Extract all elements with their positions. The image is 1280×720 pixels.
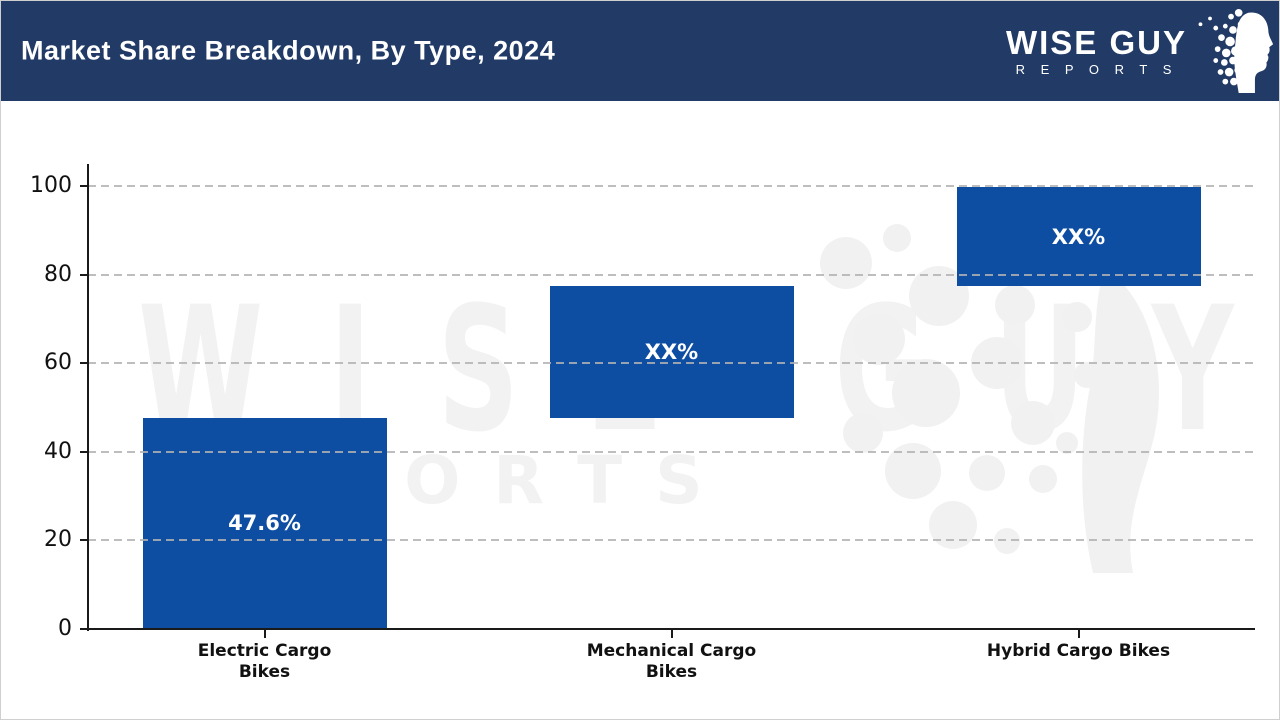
- x-category-label-line: Hybrid Cargo Bikes: [986, 641, 1171, 661]
- wise-guy-logo: WISE GUY R E P O R T S: [1006, 5, 1275, 97]
- bar-value-label: XX%: [644, 340, 699, 364]
- x-category-label-line: Electric Cargo: [197, 641, 332, 661]
- x-tick-mark: [1077, 629, 1080, 638]
- y-tick-label: 60: [44, 350, 72, 376]
- y-tick-mark: [80, 362, 87, 365]
- gridline: [88, 539, 1254, 542]
- logo-reports-label: R E P O R T S: [1015, 62, 1178, 77]
- x-category-label: Hybrid Cargo Bikes: [949, 641, 1209, 662]
- x-category-label-line: Mechanical Cargo: [586, 641, 757, 661]
- gridline: [88, 185, 1254, 188]
- logo-brand-name: WISE GUY: [1005, 24, 1187, 61]
- face-profile-icon: [1198, 8, 1274, 94]
- bar-segment: 47.6%: [142, 417, 387, 629]
- bar-segment: XX%: [956, 187, 1201, 287]
- x-category-label: Mechanical Cargo Bikes: [542, 641, 802, 683]
- y-axis-line: [87, 164, 89, 631]
- logo-wordmark: WISE GUY R E P O R T S: [1006, 26, 1187, 76]
- x-tick-mark: [263, 629, 266, 638]
- header-bar: Market Share Breakdown, By Type, 2024 WI…: [1, 1, 1279, 101]
- bar-value-label: 47.6%: [228, 511, 301, 536]
- gridline: [88, 450, 1254, 453]
- y-tick-label: 20: [44, 527, 72, 553]
- y-tick-mark: [80, 627, 87, 630]
- x-category-label-line: Bikes: [645, 662, 698, 682]
- y-tick-label: 100: [30, 173, 72, 199]
- y-tick-mark: [80, 185, 87, 188]
- gridline: [88, 273, 1254, 276]
- page-title: Market Share Breakdown, By Type, 2024: [21, 35, 556, 66]
- bar-value-label: XX%: [1051, 224, 1106, 249]
- y-tick-mark: [80, 273, 87, 276]
- x-category-label: Electric Cargo Bikes: [135, 641, 395, 683]
- x-tick-mark: [670, 629, 673, 638]
- y-tick-mark: [80, 539, 87, 542]
- y-tick-label: 40: [44, 438, 72, 464]
- y-tick-mark: [80, 450, 87, 453]
- x-axis-line: [87, 627, 1255, 630]
- gridline: [88, 362, 1254, 365]
- bar-segment: XX%: [549, 286, 794, 418]
- y-tick-label: 80: [44, 261, 72, 287]
- x-category-label-line: Bikes: [238, 662, 291, 682]
- y-tick-label: 0: [58, 615, 72, 641]
